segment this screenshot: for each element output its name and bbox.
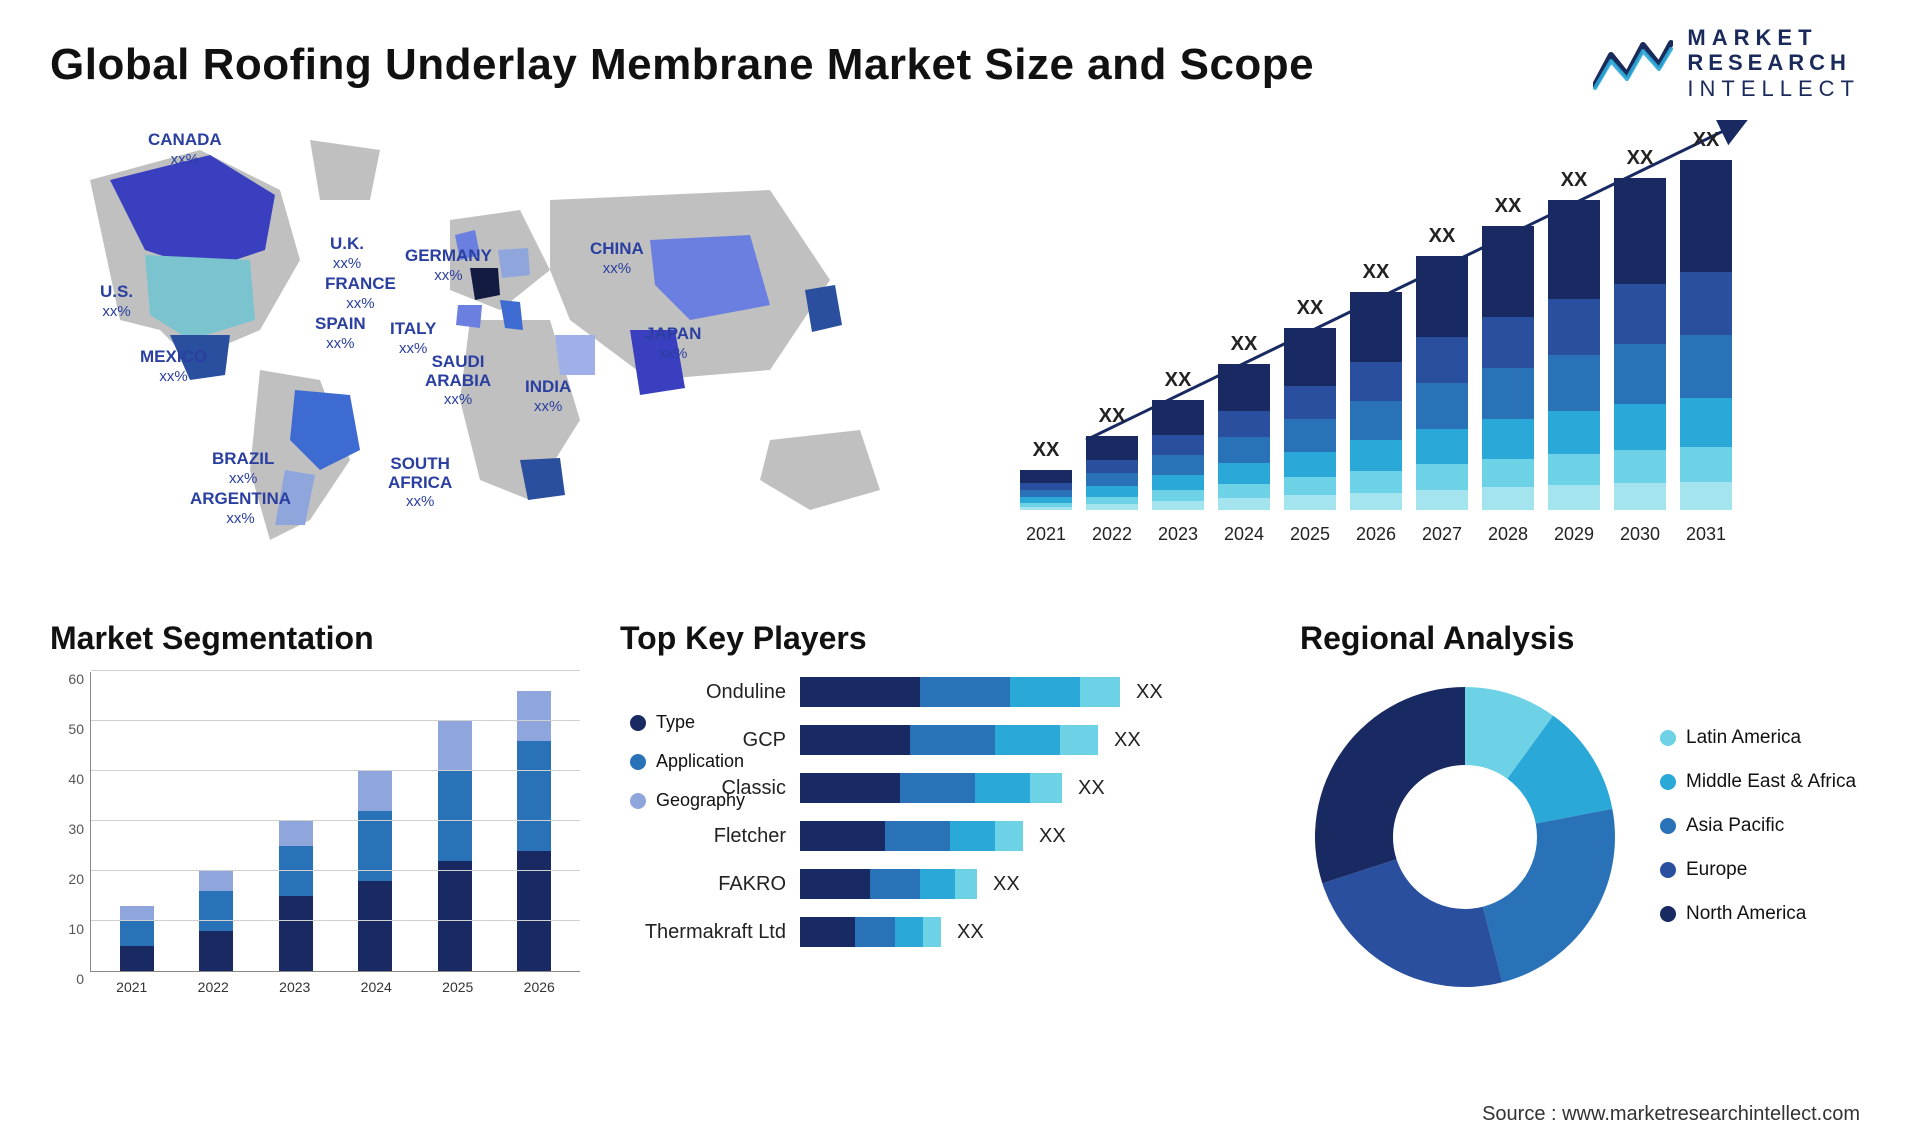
forecast-value-label: XX bbox=[1627, 147, 1654, 170]
key-player-value: XX bbox=[1078, 777, 1105, 800]
key-player-value: XX bbox=[957, 921, 984, 944]
key-player-row: Onduline XX bbox=[620, 677, 1260, 707]
segmentation-year-label: 2021 bbox=[116, 979, 147, 995]
segmentation-bar bbox=[438, 721, 472, 971]
legend-item: Application bbox=[630, 751, 745, 772]
forecast-year-label: 2024 bbox=[1224, 524, 1264, 545]
forecast-value-label: XX bbox=[1429, 225, 1456, 248]
forecast-bar bbox=[1350, 292, 1402, 510]
forecast-bar bbox=[1218, 364, 1270, 510]
forecast-value-label: XX bbox=[1033, 439, 1060, 462]
forecast-value-label: XX bbox=[1495, 195, 1522, 218]
forecast-value-label: XX bbox=[1297, 297, 1324, 320]
source-attribution: Source : www.marketresearchintellect.com bbox=[1482, 1103, 1860, 1126]
forecast-year-label: 2021 bbox=[1026, 524, 1066, 545]
segmentation-chart: 0102030405060 202120222023202420252026 T… bbox=[50, 672, 580, 972]
forecast-value-label: XX bbox=[1165, 369, 1192, 392]
key-player-value: XX bbox=[1136, 681, 1163, 704]
regional-donut bbox=[1300, 672, 1630, 1002]
forecast-bar bbox=[1284, 328, 1336, 510]
segmentation-legend: Type Application Geography bbox=[630, 712, 745, 829]
legend-item: Europe bbox=[1660, 859, 1856, 881]
logo-word-1: MARKET bbox=[1687, 25, 1860, 50]
segmentation-year-label: 2025 bbox=[442, 979, 473, 995]
forecast-bar bbox=[1614, 178, 1666, 510]
key-players-title: Top Key Players bbox=[620, 620, 1260, 657]
forecast-year-label: 2029 bbox=[1554, 524, 1594, 545]
key-player-bar bbox=[800, 869, 977, 899]
forecast-value-label: XX bbox=[1363, 261, 1390, 284]
segmentation-title: Market Segmentation bbox=[50, 620, 580, 657]
forecast-bar bbox=[1152, 400, 1204, 510]
forecast-bar bbox=[1020, 470, 1072, 510]
logo-mark-icon bbox=[1593, 35, 1673, 90]
forecast-value-label: XX bbox=[1561, 169, 1588, 192]
forecast-bar bbox=[1548, 200, 1600, 510]
key-player-value: XX bbox=[993, 873, 1020, 896]
world-map: CANADAxx%U.S.xx%MEXICOxx%BRAZILxx%ARGENT… bbox=[50, 120, 950, 550]
donut-slice bbox=[1483, 809, 1615, 982]
legend-item: Middle East & Africa bbox=[1660, 771, 1856, 793]
key-player-bar bbox=[800, 677, 1120, 707]
key-player-bar bbox=[800, 725, 1098, 755]
segmentation-year-label: 2026 bbox=[524, 979, 555, 995]
segmentation-bar bbox=[358, 771, 392, 971]
world-map-svg bbox=[50, 120, 950, 550]
forecast-value-label: XX bbox=[1099, 405, 1126, 428]
key-player-bar bbox=[800, 917, 941, 947]
logo-word-2: RESEARCH bbox=[1687, 50, 1860, 75]
key-player-bar bbox=[800, 821, 1023, 851]
forecast-year-label: 2023 bbox=[1158, 524, 1198, 545]
regional-title: Regional Analysis bbox=[1300, 620, 1870, 657]
forecast-year-label: 2028 bbox=[1488, 524, 1528, 545]
forecast-year-label: 2022 bbox=[1092, 524, 1132, 545]
segmentation-year-label: 2024 bbox=[361, 979, 392, 995]
logo-word-3: INTELLECT bbox=[1687, 76, 1860, 101]
brand-logo: MARKET RESEARCH INTELLECT bbox=[1593, 25, 1860, 101]
key-player-bar bbox=[800, 773, 1062, 803]
key-player-name: Onduline bbox=[620, 681, 800, 704]
key-player-value: XX bbox=[1114, 729, 1141, 752]
donut-slice bbox=[1322, 859, 1502, 987]
segmentation-bar bbox=[279, 821, 313, 971]
forecast-year-label: 2025 bbox=[1290, 524, 1330, 545]
forecast-value-label: XX bbox=[1693, 129, 1720, 152]
forecast-value-label: XX bbox=[1231, 333, 1258, 356]
legend-item: Geography bbox=[630, 790, 745, 811]
key-player-row: Thermakraft Ltd XX bbox=[620, 917, 1260, 947]
forecast-bar bbox=[1482, 226, 1534, 510]
legend-item: Latin America bbox=[1660, 727, 1856, 749]
forecast-year-label: 2031 bbox=[1686, 524, 1726, 545]
forecast-year-label: 2030 bbox=[1620, 524, 1660, 545]
forecast-year-label: 2027 bbox=[1422, 524, 1462, 545]
regional-legend: Latin America Middle East & Africa Asia Pa… bbox=[1660, 727, 1856, 947]
legend-item: North America bbox=[1660, 903, 1856, 925]
key-player-name: Thermakraft Ltd bbox=[620, 921, 800, 944]
forecast-bar bbox=[1086, 436, 1138, 510]
key-player-row: FAKRO XX bbox=[620, 869, 1260, 899]
legend-item: Type bbox=[630, 712, 745, 733]
segmentation-bar bbox=[199, 871, 233, 971]
key-player-name: FAKRO bbox=[620, 873, 800, 896]
forecast-bar bbox=[1680, 160, 1732, 510]
forecast-bar bbox=[1416, 256, 1468, 510]
segmentation-year-label: 2022 bbox=[198, 979, 229, 995]
donut-slice bbox=[1315, 687, 1465, 883]
legend-item: Asia Pacific bbox=[1660, 815, 1856, 837]
segmentation-bar bbox=[517, 691, 551, 971]
segmentation-year-label: 2023 bbox=[279, 979, 310, 995]
segmentation-bar bbox=[120, 906, 154, 971]
forecast-chart: 2021 2022 2023 2024 2025 2026 2027 2028 2029 2030… bbox=[1010, 120, 1870, 550]
key-player-value: XX bbox=[1039, 825, 1066, 848]
forecast-year-label: 2026 bbox=[1356, 524, 1396, 545]
